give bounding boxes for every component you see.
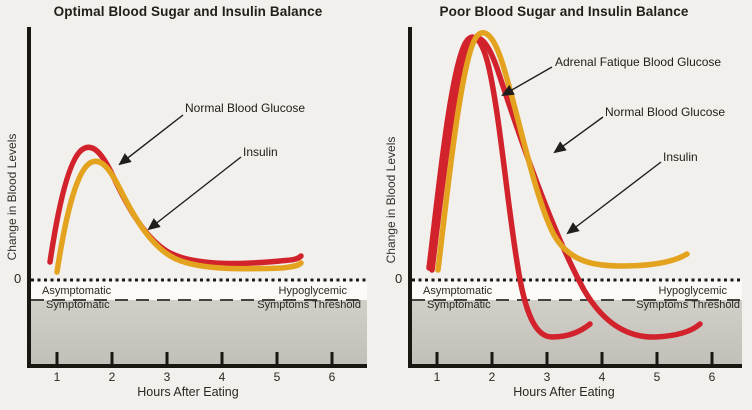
insulin-arrow (147, 156, 242, 231)
symptomatic-label: Symptomatic (46, 299, 110, 311)
poor-chart-plot (408, 27, 742, 368)
y-axis (408, 27, 412, 368)
hypoglycemic-label: Hypoglycemic (278, 285, 347, 297)
x-axis (27, 364, 367, 368)
x-tick-4: 4 (218, 370, 226, 384)
hypoglycemic-label: Hypoglycemic (658, 285, 727, 297)
adrenal-glucose-label: Adrenal Fatique Blood Glucose (555, 55, 722, 69)
asymptomatic-band (412, 281, 742, 300)
optimal-chart-plot (27, 27, 367, 368)
x-tick-6: 6 (328, 370, 336, 384)
symptoms-threshold-label: Symptoms Threshold (636, 299, 740, 311)
chart-title: Optimal Blood Sugar and Insulin Balance (53, 4, 323, 19)
x-axis-label: Hours After Eating (137, 385, 239, 399)
zero-tick-label: 0 (14, 271, 22, 286)
chart-title: Poor Blood Sugar and Insulin Balance (439, 4, 689, 19)
asymptomatic-label: Asymptomatic (423, 285, 493, 297)
asymptomatic-band (31, 281, 367, 300)
insulin-arrow (566, 161, 662, 235)
x-tick-2: 2 (108, 370, 116, 384)
x-tick-1: 1 (433, 370, 441, 384)
symptoms-threshold-label: Symptoms Threshold (257, 299, 361, 311)
poor-balance-chart-panel: Poor Blood Sugar and Insulin Balance Cha… (376, 0, 752, 410)
x-tick-4: 4 (598, 370, 606, 384)
asymptomatic-label: Asymptomatic (42, 285, 112, 297)
symptomatic-label: Symptomatic (427, 299, 491, 311)
adrenal-glucose-arrow (501, 66, 553, 97)
adrenal-glucose-curve (426, 34, 593, 340)
hypoglycemic-region (31, 300, 367, 364)
zero-tick-label: 0 (395, 271, 403, 286)
normal-glucose-arrow (553, 116, 604, 154)
x-axis (408, 364, 742, 368)
insulin-curve (435, 30, 690, 273)
insulin-label: Insulin (663, 150, 698, 164)
optimal-balance-chart-panel: Optimal Blood Sugar and Insulin Balance … (5, 4, 367, 399)
normal-glucose-label: Normal Blood Glucose (605, 105, 726, 119)
y-axis (27, 27, 31, 368)
x-tick-5: 5 (273, 370, 281, 384)
insulin-curve (54, 158, 304, 275)
normal-glucose-label: Normal Blood Glucose (185, 101, 306, 115)
x-ticks (435, 352, 714, 364)
x-tick-6: 6 (708, 370, 716, 384)
x-tick-5: 5 (653, 370, 661, 384)
x-tick-2: 2 (488, 370, 496, 384)
x-tick-3: 3 (163, 370, 171, 384)
x-tick-1: 1 (53, 370, 61, 384)
x-tick-3: 3 (543, 370, 551, 384)
insulin-label: Insulin (243, 145, 278, 159)
normal-glucose-arrow (118, 114, 184, 166)
x-ticks (55, 352, 334, 364)
x-axis-label: Hours After Eating (513, 385, 615, 399)
